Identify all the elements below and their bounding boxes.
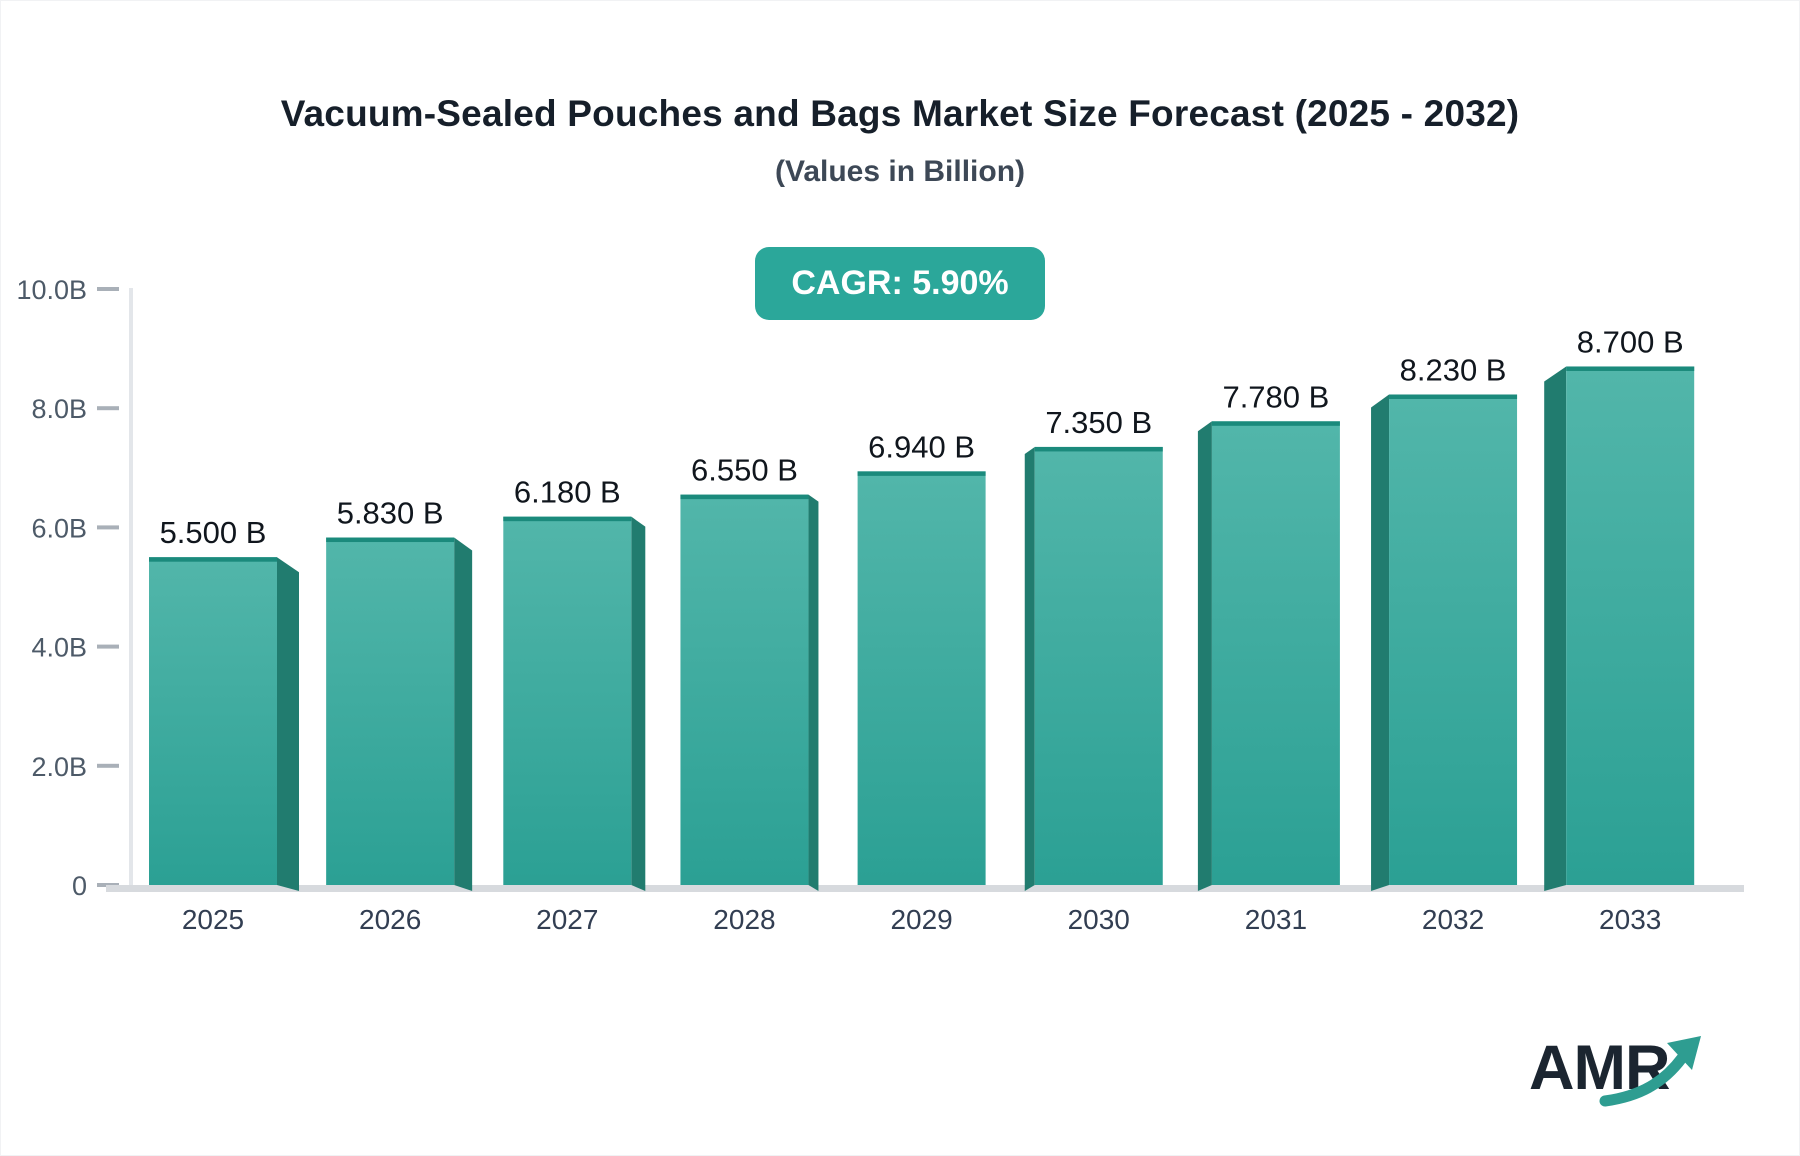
x-axis-category-label: 2026 (359, 904, 421, 935)
y-axis-tick-label: 0 (72, 871, 87, 901)
growth-arrow-head-icon (1667, 1036, 1701, 1070)
x-axis-category-label: 2025 (182, 904, 244, 935)
bar-value-label: 8.230 B (1400, 352, 1507, 387)
bar-value-label: 7.780 B (1222, 379, 1329, 414)
bar-top-edge (503, 516, 632, 522)
bar-group-2028: 6.550 B 2028 (680, 453, 819, 935)
bar-group-2026: 5.830 B 2026 (326, 496, 473, 935)
x-axis-category-label: 2032 (1422, 904, 1484, 935)
y-axis-tick (97, 644, 119, 649)
bar-group-2027: 6.180 B 2027 (503, 475, 646, 935)
bar-value-label: 8.700 B (1577, 324, 1684, 359)
x-axis-category-label: 2030 (1068, 904, 1130, 935)
bar-face (857, 471, 986, 885)
x-axis-line (106, 885, 1744, 892)
x-axis-category-label: 2027 (536, 904, 598, 935)
bar-side-face (808, 494, 819, 891)
bar-top-edge (149, 557, 277, 562)
amr-logo: AMR (1529, 1033, 1701, 1107)
bar-group-2029: 6.940 B 2029 (857, 429, 986, 935)
growth-arrow-icon (1599, 1052, 1688, 1107)
bar-top-edge (1034, 446, 1163, 452)
bar-group-2025: 5.500 B 2025 (149, 515, 299, 935)
bar-side-face (1544, 366, 1567, 892)
bar-face (1034, 446, 1163, 885)
bar-group-2030: 7.350 B 2030 (1024, 405, 1163, 935)
bar-face (680, 494, 809, 885)
bar-value-label: 5.500 B (160, 515, 267, 550)
bar-face (326, 537, 455, 885)
bar-side-face (1371, 394, 1390, 891)
y-axis-tick-label: 4.0B (31, 633, 87, 663)
bar-value-label: 6.550 B (691, 453, 798, 488)
bar-value-label: 6.940 B (868, 429, 975, 464)
y-axis-tick-label: 6.0B (31, 513, 87, 543)
bar-face (1389, 394, 1518, 885)
bar-top-edge (326, 537, 455, 543)
bar-face (1566, 366, 1695, 886)
x-axis-category-label: 2031 (1245, 904, 1307, 935)
y-axis-tick (97, 763, 119, 768)
bar-top-edge (1389, 394, 1518, 399)
y-axis-tick (97, 287, 119, 291)
bar-value-label: 5.830 B (337, 496, 444, 531)
bar-top-edge (1566, 366, 1695, 371)
bar-face (1211, 421, 1340, 885)
bar-face (503, 516, 632, 885)
bar-value-label: 6.180 B (514, 475, 621, 510)
y-axis-tick (97, 525, 119, 530)
x-axis-category-label: 2028 (713, 904, 775, 935)
bar-value-label: 7.350 B (1045, 405, 1152, 440)
y-axis-tick-label: 2.0B (31, 752, 87, 782)
bar-top-edge (1211, 421, 1340, 426)
bar-group-2033: 8.700 B 2033 (1544, 324, 1695, 935)
y-axis-tick-label: 8.0B (31, 394, 87, 424)
y-axis-tick (97, 406, 119, 411)
y-axis-tick-label: 10.0B (16, 275, 87, 305)
bar-top-edge (680, 494, 809, 500)
bar-top-edge (857, 471, 986, 476)
x-axis-category-label: 2029 (890, 904, 952, 935)
bar-side-face (1197, 421, 1212, 891)
y-axis-line (129, 288, 133, 892)
bar-group-2032: 8.230 B 2032 (1371, 352, 1518, 935)
bar-group-2031: 7.780 B 2031 (1197, 379, 1340, 935)
bar-side-face (277, 557, 299, 891)
bar-side-face (454, 537, 473, 891)
bar-face (149, 557, 277, 885)
x-axis-category-label: 2033 (1599, 904, 1661, 935)
bar-side-face (631, 516, 646, 891)
bar-side-face (1024, 446, 1035, 891)
